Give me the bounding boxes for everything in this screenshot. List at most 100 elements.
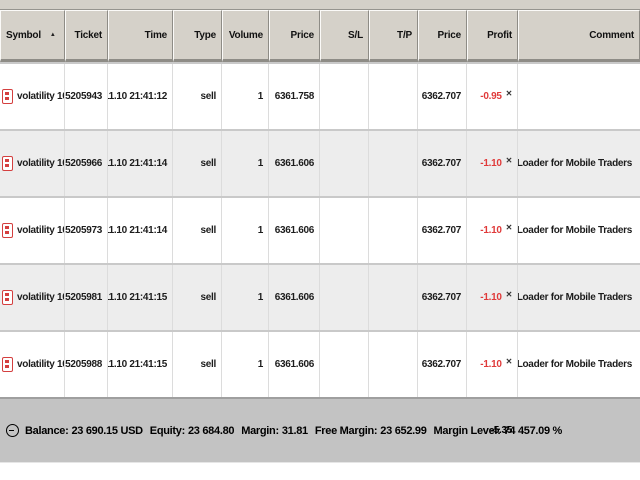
cell-profit: -1.10 ✕ bbox=[467, 131, 518, 196]
symbol-label: volatility 10 index bbox=[17, 158, 64, 169]
position-icon bbox=[2, 290, 13, 305]
cell-type: sell bbox=[173, 332, 222, 397]
cell-ticket: 2715205981 bbox=[65, 265, 108, 330]
cell-symbol: volatility 10 index bbox=[0, 332, 65, 397]
cell-volume: 1 bbox=[222, 265, 269, 330]
cell-time: 2022.11.10 21:41:12 bbox=[108, 64, 173, 129]
column-header-comment[interactable]: Comment bbox=[518, 10, 640, 62]
cell-type: sell bbox=[173, 131, 222, 196]
cell-time: 2022.11.10 21:41:14 bbox=[108, 131, 173, 196]
top-strip bbox=[0, 0, 640, 10]
symbol-label: volatility 10 index bbox=[17, 359, 64, 370]
cell-tp bbox=[369, 265, 418, 330]
column-header-price-current[interactable]: Price bbox=[418, 10, 467, 62]
profit-value: -1.10 bbox=[480, 292, 502, 303]
cell-time: 2022.11.10 21:41:15 bbox=[108, 265, 173, 330]
cell-type: sell bbox=[173, 64, 222, 129]
symbol-label: volatility 10 index bbox=[17, 91, 64, 102]
column-header-time[interactable]: Time bbox=[108, 10, 173, 62]
cell-price-current: 6362.707 bbox=[418, 332, 467, 397]
cell-tp bbox=[369, 64, 418, 129]
position-row[interactable]: volatility 10 index27152059732022.11.10 … bbox=[0, 196, 640, 263]
cell-sl bbox=[320, 198, 369, 263]
free-margin-label: Free Margin: bbox=[314, 424, 378, 437]
cell-price-current: 6362.707 bbox=[418, 198, 467, 263]
profit-value: -1.10 bbox=[480, 158, 502, 169]
column-header-volume[interactable]: Volume bbox=[222, 10, 269, 62]
cell-price-open: 6361.606 bbox=[269, 265, 320, 330]
margin-level-value: 74 457.09 % bbox=[503, 424, 563, 437]
cell-symbol: volatility 10 index bbox=[0, 198, 65, 263]
position-row[interactable]: volatility 10 index27152059662022.11.10 … bbox=[0, 129, 640, 196]
cell-volume: 1 bbox=[222, 131, 269, 196]
total-profit: -5.35 bbox=[490, 425, 513, 436]
column-header-symbol-label: Symbol bbox=[6, 29, 41, 41]
position-icon bbox=[2, 89, 13, 104]
bottom-strip bbox=[0, 462, 640, 480]
cell-price-open: 6361.758 bbox=[269, 64, 320, 129]
cell-tp bbox=[369, 198, 418, 263]
cell-ticket: 2715205973 bbox=[65, 198, 108, 263]
cell-price-current: 6362.707 bbox=[418, 131, 467, 196]
balance-label: Balance: bbox=[25, 424, 69, 437]
column-header-profit[interactable]: Profit bbox=[467, 10, 518, 62]
profit-value: -1.10 bbox=[480, 359, 502, 370]
close-position-icon[interactable]: ✕ bbox=[505, 89, 513, 98]
column-header-type[interactable]: Type bbox=[173, 10, 222, 62]
column-header-price-open[interactable]: Price bbox=[269, 10, 320, 62]
cell-volume: 1 bbox=[222, 64, 269, 129]
table-header: Symbol ▲ Ticket Time Type Volume Price S… bbox=[0, 10, 640, 62]
close-position-icon[interactable]: ✕ bbox=[505, 156, 513, 165]
profit-value: -1.10 bbox=[480, 225, 502, 236]
cell-price-open: 6361.606 bbox=[269, 198, 320, 263]
position-icon bbox=[2, 357, 13, 372]
column-header-tp[interactable]: T/P bbox=[369, 10, 418, 62]
cell-sl bbox=[320, 64, 369, 129]
cell-tp bbox=[369, 332, 418, 397]
cell-comment: BatchLoader for Mobile Traders bbox=[518, 225, 632, 236]
position-row[interactable]: volatility 10 index27152059432022.11.10 … bbox=[0, 62, 640, 129]
cell-sl bbox=[320, 332, 369, 397]
cell-time: 2022.11.10 21:41:14 bbox=[108, 198, 173, 263]
cell-comment: BatchLoader for Mobile Traders bbox=[518, 292, 632, 303]
equity-value: 23 684.80 bbox=[187, 424, 235, 437]
position-row[interactable]: volatility 10 index27152059882022.11.10 … bbox=[0, 330, 640, 397]
cell-price-open: 6361.606 bbox=[269, 131, 320, 196]
close-position-icon[interactable]: ✕ bbox=[505, 357, 513, 366]
cell-type: sell bbox=[173, 198, 222, 263]
cell-comment: BatchLoader for Mobile Traders bbox=[518, 359, 632, 370]
cell-ticket: 2715205966 bbox=[65, 131, 108, 196]
column-header-symbol[interactable]: Symbol ▲ bbox=[0, 10, 65, 62]
cell-price-current: 6362.707 bbox=[418, 265, 467, 330]
cell-symbol: volatility 10 index bbox=[0, 64, 65, 129]
cell-comment bbox=[518, 64, 640, 129]
cell-ticket: 2715205988 bbox=[65, 332, 108, 397]
sort-asc-icon: ▲ bbox=[49, 32, 56, 38]
free-margin-value: 23 652.99 bbox=[380, 424, 427, 437]
equity-label: Equity: bbox=[149, 424, 185, 437]
cell-sl bbox=[320, 131, 369, 196]
cell-comment: BatchLoader for Mobile Traders bbox=[518, 158, 632, 169]
cell-sl bbox=[320, 265, 369, 330]
balance-value: 23 690.15 USD bbox=[71, 424, 143, 437]
close-position-icon[interactable]: ✕ bbox=[505, 223, 513, 232]
column-header-sl[interactable]: S/L bbox=[320, 10, 369, 62]
cell-symbol: volatility 10 index bbox=[0, 131, 65, 196]
collapse-account-icon[interactable] bbox=[6, 424, 19, 437]
cell-volume: 1 bbox=[222, 332, 269, 397]
margin-label: Margin: bbox=[241, 424, 279, 437]
cell-type: sell bbox=[173, 265, 222, 330]
position-icon bbox=[2, 156, 13, 171]
cell-ticket: 2715205943 bbox=[65, 64, 108, 129]
symbol-label: volatility 10 index bbox=[17, 225, 64, 236]
account-summary-bar: Balance: 23 690.15 USD Equity: 23 684.80… bbox=[0, 397, 640, 462]
cell-symbol: volatility 10 index bbox=[0, 265, 65, 330]
margin-level-label: Margin Level: bbox=[433, 424, 501, 437]
symbol-label: volatility 10 index bbox=[17, 292, 64, 303]
cell-profit: -1.10 ✕ bbox=[467, 332, 518, 397]
column-header-ticket[interactable]: Ticket bbox=[65, 10, 108, 62]
cell-profit: -0.95 ✕ bbox=[467, 64, 518, 129]
cell-profit: -1.10 ✕ bbox=[467, 198, 518, 263]
position-row[interactable]: volatility 10 index27152059812022.11.10 … bbox=[0, 263, 640, 330]
close-position-icon[interactable]: ✕ bbox=[505, 290, 513, 299]
